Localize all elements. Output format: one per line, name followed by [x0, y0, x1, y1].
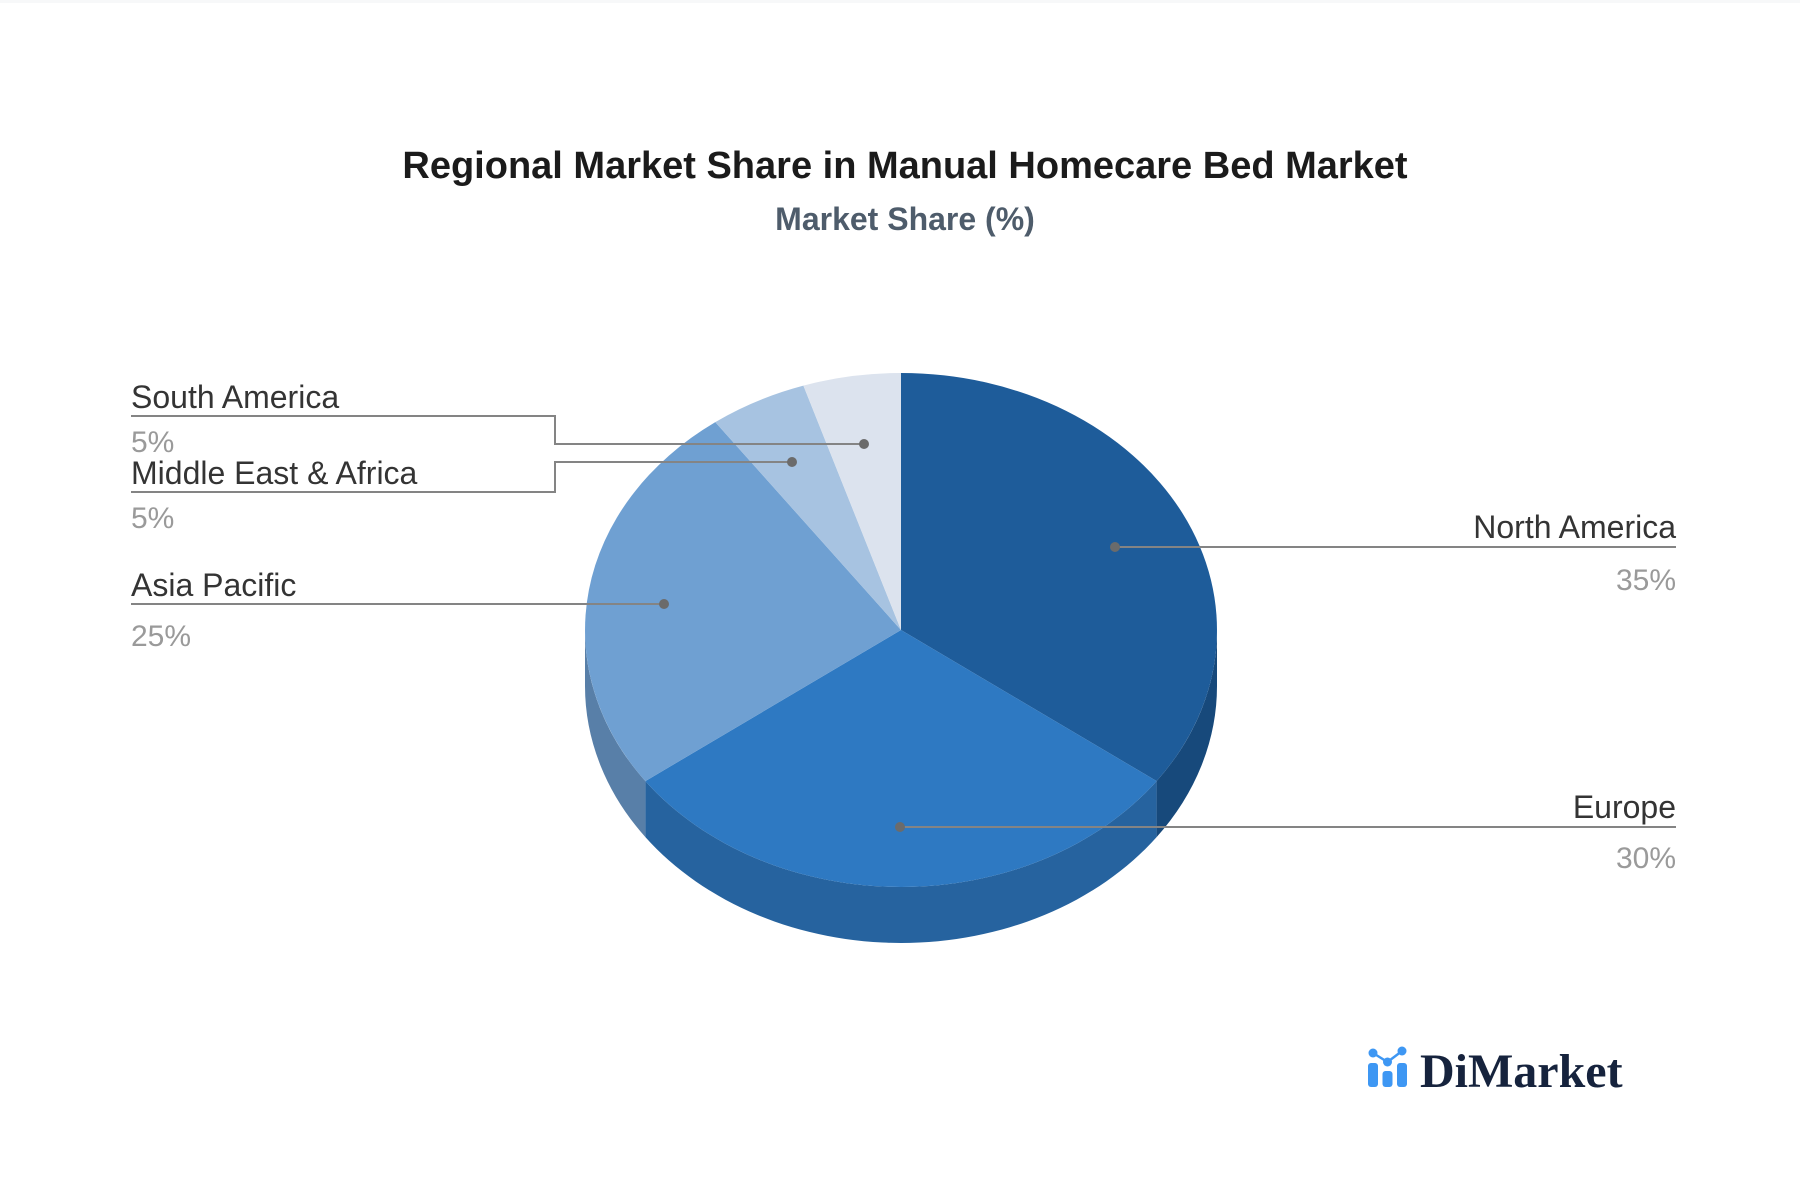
pie-slice-europe[interactable]: [645, 630, 1157, 887]
pie-slice-asia-pacific[interactable]: [585, 422, 901, 782]
pie-3d-sides: [585, 630, 1217, 943]
pie-slice-side-north-america: [1156, 630, 1217, 838]
percent-middle-east-africa: 5%: [131, 502, 174, 535]
label-south-america: South America: [131, 379, 339, 415]
pie-slice-middle-east-africa[interactable]: [715, 385, 901, 630]
callout-connectors: [131, 415, 1676, 832]
leader-dot-north-america: [1110, 542, 1120, 552]
leader-dot-asia-pacific: [659, 599, 669, 609]
percent-north-america: 35%: [1616, 564, 1676, 597]
dimarket-logo: DiMarket: [1368, 1045, 1623, 1098]
leader-dot-south-america: [859, 439, 869, 449]
bar-chart-logo-icon: [1368, 1046, 1407, 1087]
chart-title: Regional Market Share in Manual Homecare…: [402, 145, 1408, 187]
leader-dot-middle-east-africa: [787, 457, 797, 467]
leader-middle-east-africa: [131, 461, 792, 493]
logo-text: DiMarket: [1420, 1045, 1623, 1098]
label-north-america: North America: [1473, 509, 1676, 545]
pie-slice-south-america[interactable]: [803, 373, 901, 630]
percent-asia-pacific: 25%: [131, 620, 191, 653]
pie-slice-north-america[interactable]: [901, 373, 1217, 782]
label-europe: Europe: [1573, 789, 1676, 825]
percent-europe: 30%: [1616, 842, 1676, 875]
percent-south-america: 5%: [131, 426, 174, 459]
pie-slice-side-asia-pacific: [585, 630, 646, 838]
callout-labels: South America 5% Middle East & Africa 5%…: [131, 379, 1676, 875]
label-middle-east-africa: Middle East & Africa: [131, 455, 418, 491]
pie-slice-side-europe: [645, 781, 1157, 943]
leader-south-america: [131, 415, 864, 445]
leader-dot-europe: [895, 822, 905, 832]
pie-slices: [585, 373, 1217, 887]
label-asia-pacific: Asia Pacific: [131, 567, 296, 603]
top-border: [0, 0, 1800, 3]
chart-subtitle: Market Share (%): [775, 201, 1035, 237]
